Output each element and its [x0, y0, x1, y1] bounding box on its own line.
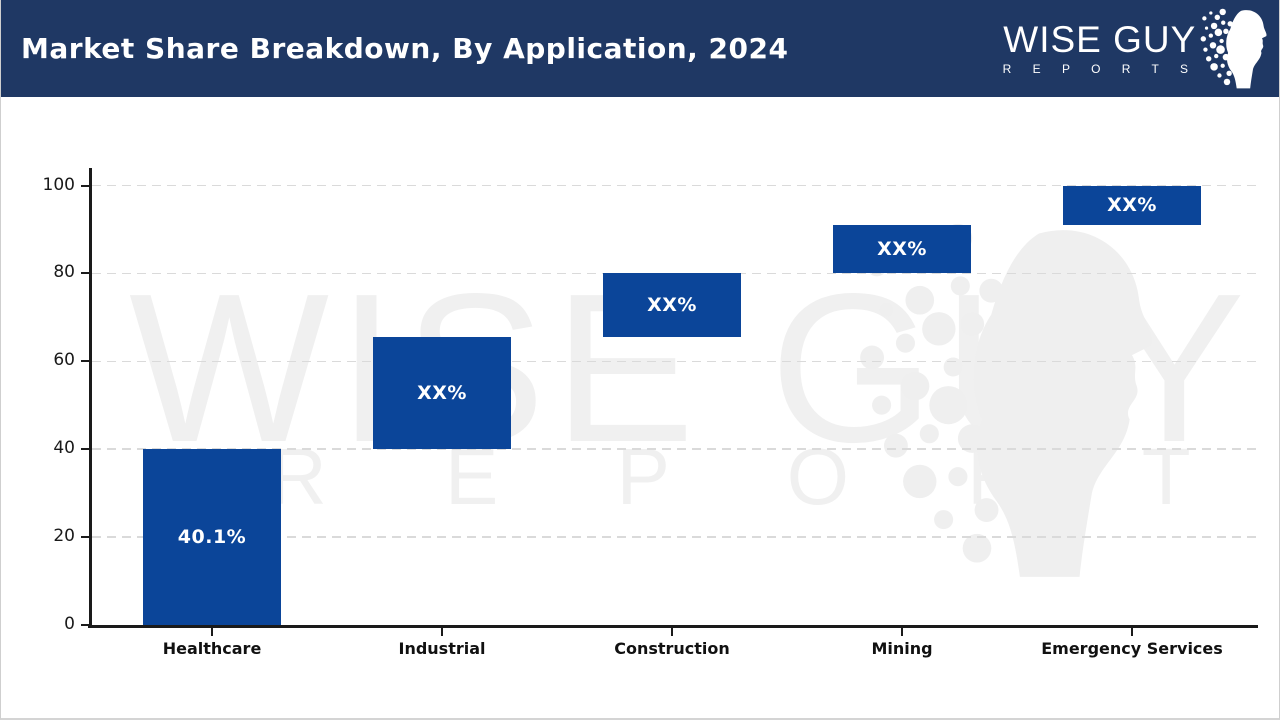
wiseguy-logo: WISE GUY R E P O R T S — [1003, 6, 1269, 90]
y-tick-mark — [81, 360, 90, 363]
bar-emergency-services: XX% — [1063, 185, 1201, 226]
page-title: Market Share Breakdown, By Application, … — [21, 32, 789, 65]
wiseguy-face-icon — [1199, 6, 1269, 90]
x-axis-label-construction: Construction — [614, 639, 730, 658]
x-tick-mark — [211, 627, 213, 636]
x-axis-label-industrial: Industrial — [398, 639, 486, 658]
y-tick-mark — [81, 536, 90, 539]
y-tick-label: 40 — [53, 438, 75, 459]
y-tick-label: 80 — [53, 262, 75, 283]
gridline-y-100 — [92, 184, 1258, 187]
header-bar: Market Share Breakdown, By Application, … — [1, 0, 1279, 97]
bar-healthcare: 40.1% — [143, 448, 281, 625]
bar-value-label-emergency-services: XX% — [1107, 194, 1157, 217]
x-axis-label-emergency-services: Emergency Services — [1041, 639, 1223, 658]
bar-industrial: XX% — [373, 336, 511, 449]
x-tick-mark — [441, 627, 443, 636]
logo-wordmark: WISE GUY — [1003, 19, 1197, 60]
plot-area: 0 20 40 60 80 100 40.1% Healthcare XX% Industrial… — [1, 97, 1279, 718]
y-tick-mark — [81, 272, 90, 275]
gridline-y-40 — [92, 448, 1258, 450]
x-tick-mark — [1131, 627, 1133, 636]
bar-value-label-construction: XX% — [647, 294, 697, 317]
bar-value-label-mining: XX% — [877, 238, 927, 261]
y-tick-mark — [81, 448, 90, 451]
y-tick-mark — [81, 624, 90, 626]
bar-value-label-industrial: XX% — [417, 381, 467, 404]
y-tick-label: 20 — [53, 526, 75, 547]
bar-construction: XX% — [603, 273, 741, 337]
x-tick-mark — [671, 627, 673, 636]
gridline-y-60 — [92, 360, 1258, 363]
bar-mining: XX% — [833, 225, 971, 274]
x-axis-label-mining: Mining — [871, 639, 933, 658]
x-axis-label-healthcare: Healthcare — [162, 639, 262, 658]
y-axis-line — [89, 168, 92, 628]
y-tick-mark — [81, 184, 90, 187]
gridline-y-20 — [92, 536, 1258, 538]
y-tick-label: 60 — [53, 350, 75, 371]
wiseguy-logo-text: WISE GUY R E P O R T S — [1002, 19, 1197, 77]
x-axis-line — [88, 625, 1258, 628]
bar-value-label-healthcare: 40.1% — [177, 525, 247, 548]
y-tick-label: 100 — [42, 174, 75, 195]
x-tick-mark — [901, 627, 903, 636]
y-tick-label: 0 — [64, 614, 75, 634]
logo-subtitle: R E P O R T S — [1002, 62, 1197, 76]
